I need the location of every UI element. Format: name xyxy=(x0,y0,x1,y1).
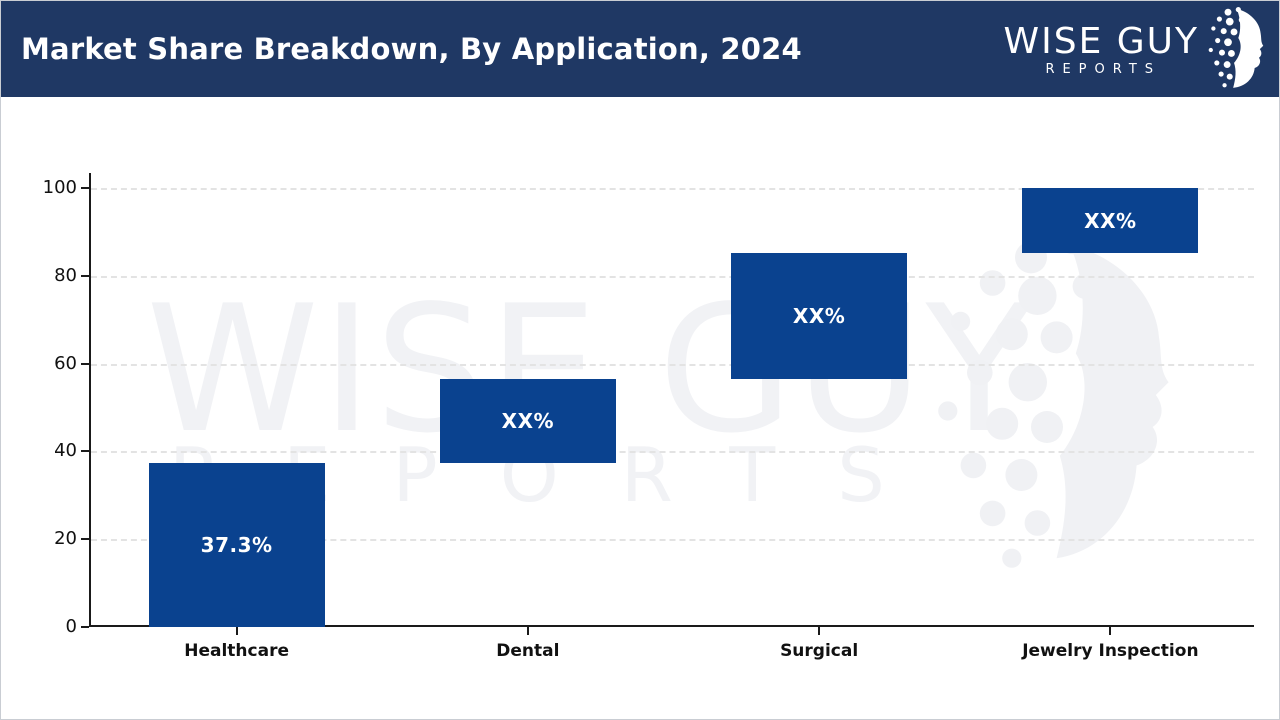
y-axis-tick-80 xyxy=(81,274,89,277)
gridline-40 xyxy=(91,451,1254,454)
x-axis-tick-surgical xyxy=(818,627,821,635)
logo-wordmark: WISE GUY xyxy=(1003,21,1199,63)
logo-subtitle: REPORTS xyxy=(1045,61,1162,77)
bar-value-label-healthcare: 37.3% xyxy=(200,533,273,558)
y-axis-label-40: 40 xyxy=(54,440,77,462)
y-axis-label-20: 20 xyxy=(54,528,77,550)
y-axis-tick-60 xyxy=(81,362,89,365)
bar-surgical: XX% xyxy=(731,253,908,379)
gridline-20 xyxy=(91,539,1254,542)
gridline-60 xyxy=(91,363,1254,366)
gridline-80 xyxy=(91,275,1254,278)
y-axis-label-100: 100 xyxy=(42,177,77,198)
bar-jewelry-inspection: XX% xyxy=(1022,188,1199,254)
bar-dental: XX% xyxy=(439,378,616,464)
y-axis-label-0: 0 xyxy=(65,616,77,637)
bar-value-label-jewelry-inspection: XX% xyxy=(1084,208,1137,233)
x-category-label-healthcare: Healthcare xyxy=(184,641,289,661)
x-category-label-jewelry-inspection: Jewelry Inspection xyxy=(1022,641,1199,661)
logo-text: WISE GUY REPORTS xyxy=(1004,23,1200,77)
bar-value-label-dental: XX% xyxy=(501,408,555,433)
y-axis-label-60: 60 xyxy=(54,352,77,374)
y-axis-label-80: 80 xyxy=(54,264,77,286)
gridline-100 xyxy=(91,188,1254,190)
y-axis-tick-100 xyxy=(81,187,89,189)
x-axis-tick-jewelry-inspection xyxy=(1109,627,1112,635)
x-category-label-dental: Dental xyxy=(496,641,560,661)
x-category-label-surgical: Surgical xyxy=(780,641,859,661)
bar-value-label-surgical: XX% xyxy=(792,303,846,328)
header: Market Share Breakdown, By Application, … xyxy=(1,1,1279,97)
logo-face-icon xyxy=(1208,7,1264,88)
x-axis-tick-healthcare xyxy=(235,627,238,635)
page-title: Market Share Breakdown, By Application, … xyxy=(21,32,802,66)
wise-guy-reports-logo: WISE GUY REPORTS xyxy=(1004,5,1272,95)
plot-area: 0 20 40 60 80 100 37.3% Healthcare XX% Dental XX% S… xyxy=(43,173,1254,661)
bar-healthcare: 37.3% xyxy=(148,463,325,627)
x-axis-tick-dental xyxy=(526,627,529,635)
y-axis-tick-0 xyxy=(81,626,89,628)
y-axis-tick-20 xyxy=(81,538,89,541)
y-axis-tick-40 xyxy=(81,450,89,453)
